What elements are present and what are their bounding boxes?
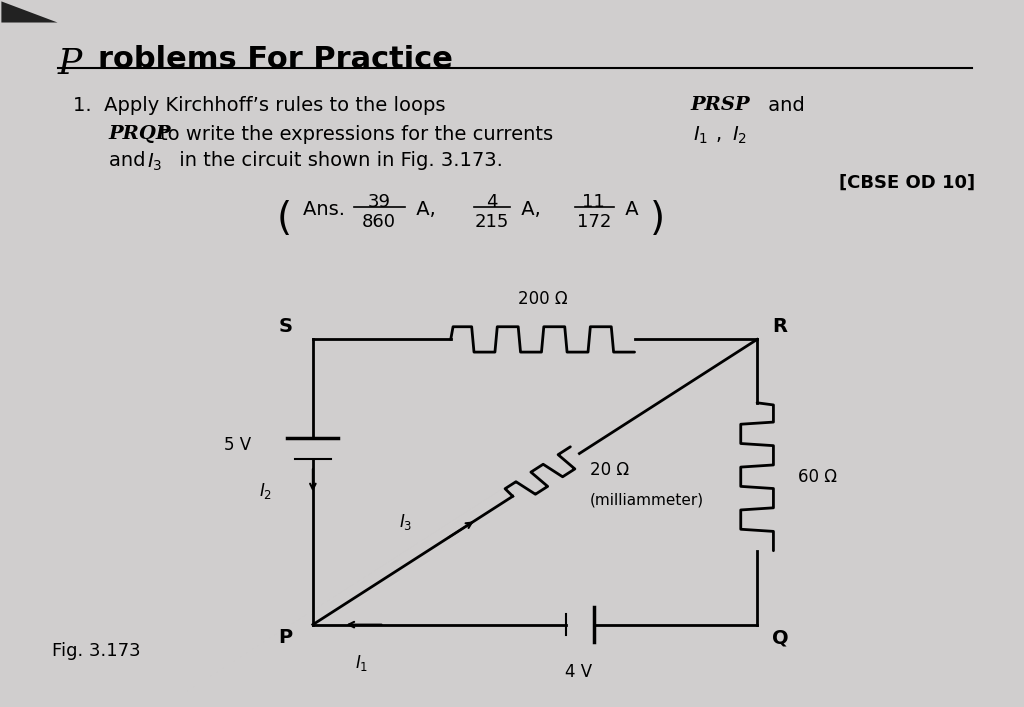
Text: P: P [279, 628, 293, 647]
Text: 215: 215 [474, 213, 509, 230]
Text: 5 V: 5 V [224, 436, 252, 454]
Text: $I_2$: $I_2$ [731, 124, 746, 146]
Text: 860: 860 [362, 213, 396, 230]
Text: 39: 39 [368, 193, 391, 211]
Polygon shape [1, 1, 57, 23]
Text: (milliammeter): (milliammeter) [590, 492, 703, 507]
Text: 4: 4 [485, 193, 498, 211]
Text: 200 Ω: 200 Ω [518, 290, 567, 308]
Text: $I_2$: $I_2$ [259, 481, 272, 501]
Text: ): ) [650, 200, 665, 238]
Text: P: P [57, 47, 82, 81]
Text: $I_3$: $I_3$ [147, 151, 163, 173]
Text: to write the expressions for the currents: to write the expressions for the current… [160, 124, 559, 144]
Text: $I_1$: $I_1$ [355, 653, 369, 673]
Text: PRQP: PRQP [109, 124, 171, 143]
Text: S: S [279, 317, 293, 336]
Text: $I_1$: $I_1$ [693, 124, 708, 146]
Text: 60 Ω: 60 Ω [798, 468, 837, 486]
Text: 172: 172 [577, 213, 611, 230]
Text: Fig. 3.173: Fig. 3.173 [52, 642, 141, 660]
Text: A: A [620, 200, 639, 219]
Text: 11: 11 [583, 193, 605, 211]
Text: [CBSE OD 10]: [CBSE OD 10] [839, 174, 975, 192]
Text: in the circuit shown in Fig. 3.173.: in the circuit shown in Fig. 3.173. [173, 151, 503, 170]
Text: A,: A, [410, 200, 435, 219]
Text: and: and [109, 151, 152, 170]
Text: Q: Q [772, 628, 790, 647]
Text: roblems For Practice: roblems For Practice [98, 45, 454, 74]
Text: PRSP: PRSP [691, 96, 751, 115]
Text: ,: , [716, 124, 729, 144]
Text: (: ( [278, 200, 292, 238]
Text: 20 Ω: 20 Ω [590, 460, 629, 479]
Text: $I_3$: $I_3$ [398, 512, 412, 532]
Text: 1.  Apply Kirchhoff’s rules to the loops: 1. Apply Kirchhoff’s rules to the loops [73, 96, 452, 115]
Text: A,: A, [515, 200, 541, 219]
Text: and: and [762, 96, 805, 115]
Text: Ans.: Ans. [303, 200, 351, 219]
Text: 4 V: 4 V [565, 663, 592, 682]
Text: R: R [772, 317, 787, 336]
